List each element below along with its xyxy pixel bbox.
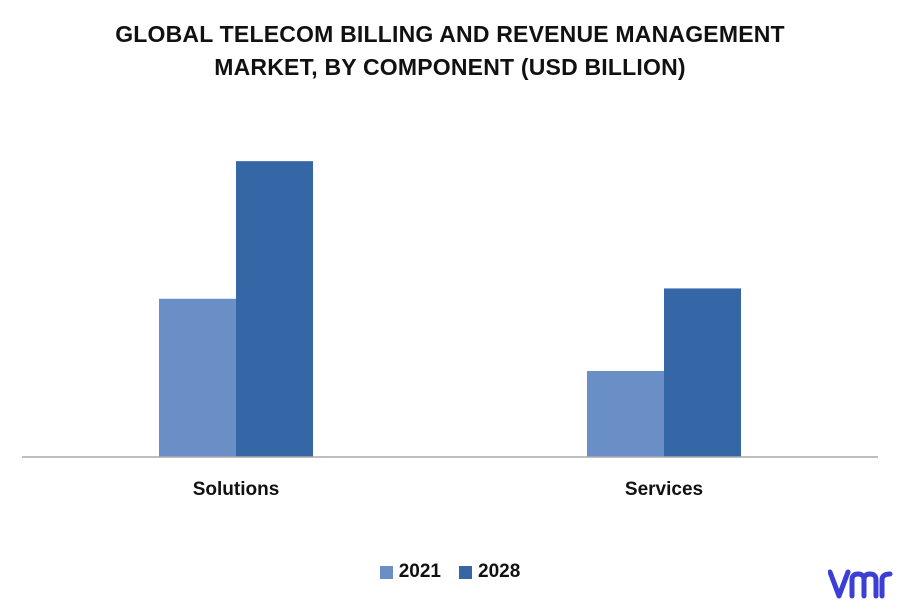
legend-item-2021: 2021 (379, 561, 441, 583)
x-tick-label-services: Services (625, 479, 703, 500)
bar-solutions-2021 (159, 298, 236, 457)
legend-item-2028: 2028 (459, 561, 520, 583)
bar-services-2021 (587, 371, 664, 457)
legend-swatch-2021 (379, 565, 393, 579)
legend-label-2021: 2021 (398, 561, 441, 582)
chart-title-line-2: MARKET, BY COMPONENT (USD BILLION) (214, 54, 686, 80)
legend: 2021 2028 (0, 561, 900, 583)
bar-solutions-2028 (236, 161, 313, 457)
legend-swatch-2028 (459, 565, 472, 579)
chart-title: GLOBAL TELECOM BILLING AND REVENUE MANAG… (60, 18, 840, 84)
bar-services-2028 (664, 288, 741, 457)
chart-title-line-1: GLOBAL TELECOM BILLING AND REVENUE MANAG… (115, 21, 785, 47)
x-tick-label-solutions: Solutions (193, 479, 280, 500)
bars-group (159, 161, 741, 457)
legend-label-2028: 2028 (478, 561, 521, 582)
vmr-logo (828, 569, 893, 599)
x-tick-labels: Solutions Services (193, 479, 703, 500)
